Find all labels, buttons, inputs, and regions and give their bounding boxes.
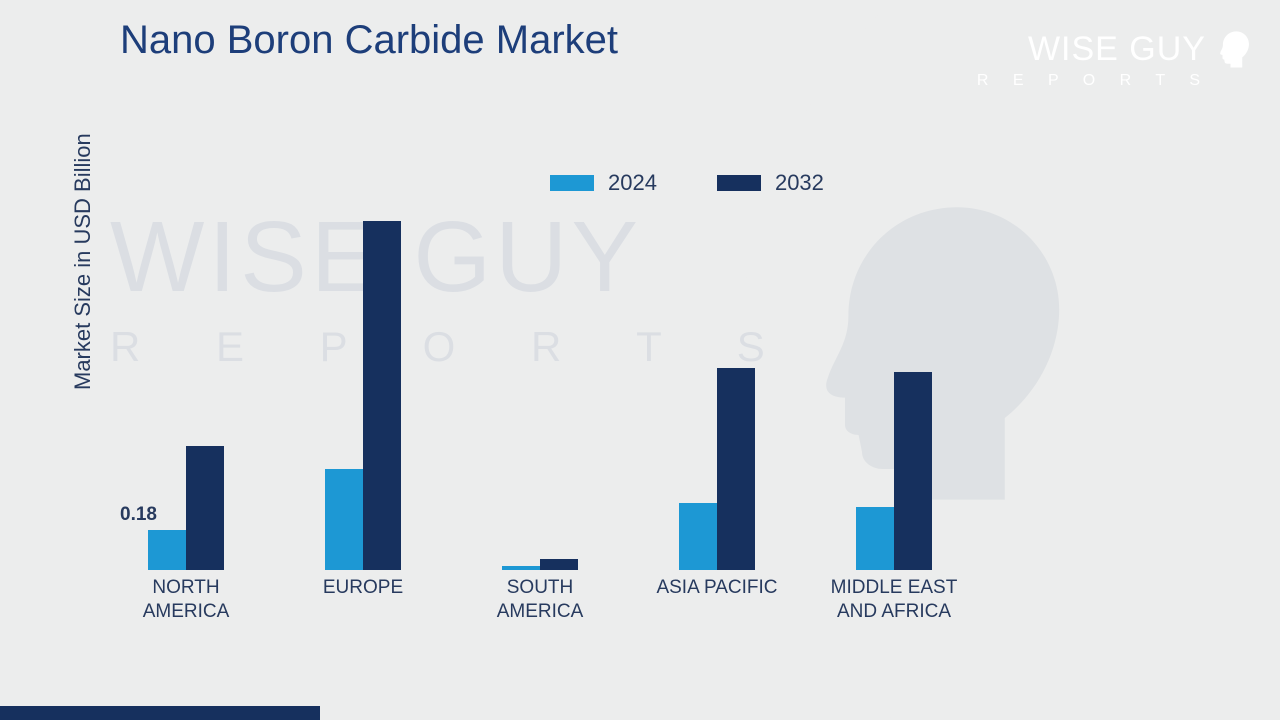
brand-line2: R E P O R T S bbox=[977, 72, 1210, 90]
page-title: Nano Boron Carbide Market bbox=[120, 18, 618, 63]
bar-2024 bbox=[679, 503, 717, 571]
group-middle-east-africa bbox=[828, 372, 960, 570]
bar-2024 bbox=[856, 507, 894, 570]
xlabel: MIDDLE EAST AND AFRICA bbox=[828, 576, 960, 624]
footer-accent-bar bbox=[0, 706, 320, 720]
bar-groups: 0.18 bbox=[120, 210, 960, 570]
bar-2032 bbox=[186, 446, 224, 570]
value-label: 0.18 bbox=[120, 504, 157, 526]
legend-swatch-2032 bbox=[717, 175, 761, 191]
legend-item-2024: 2024 bbox=[550, 170, 657, 196]
group-asia-pacific bbox=[651, 368, 783, 571]
xlabel: EUROPE bbox=[297, 576, 429, 624]
group-south-america bbox=[474, 559, 606, 570]
bar-2024 bbox=[502, 566, 540, 571]
bar-2032 bbox=[363, 221, 401, 570]
legend-swatch-2024 bbox=[550, 175, 594, 191]
legend-item-2032: 2032 bbox=[717, 170, 824, 196]
xlabel: ASIA PACIFIC bbox=[651, 576, 783, 624]
bar-2024 bbox=[148, 530, 186, 571]
bar-2032 bbox=[540, 559, 578, 570]
y-axis-label: Market Size in USD Billion bbox=[70, 133, 96, 390]
brand-line1: WISE GUY bbox=[1028, 30, 1206, 69]
bar-chart: 0.18 bbox=[120, 210, 960, 570]
legend: 2024 2032 bbox=[550, 170, 824, 196]
group-north-america: 0.18 bbox=[120, 446, 252, 570]
brand-logo: WISE GUY R E P O R T S bbox=[977, 28, 1254, 90]
xlabel: SOUTH AMERICA bbox=[474, 576, 606, 624]
xlabel: NORTH AMERICA bbox=[120, 576, 252, 624]
bar-2032 bbox=[894, 372, 932, 570]
group-europe bbox=[297, 221, 429, 570]
chart-canvas: Nano Boron Carbide Market WISE GUY R E P… bbox=[0, 0, 1280, 720]
x-axis-labels: NORTH AMERICA EUROPE SOUTH AMERICA ASIA … bbox=[120, 576, 960, 624]
brand-head-icon bbox=[1212, 28, 1254, 70]
legend-label-2032: 2032 bbox=[775, 170, 824, 196]
legend-label-2024: 2024 bbox=[608, 170, 657, 196]
bar-2024 bbox=[325, 469, 363, 570]
bar-2032 bbox=[717, 368, 755, 571]
